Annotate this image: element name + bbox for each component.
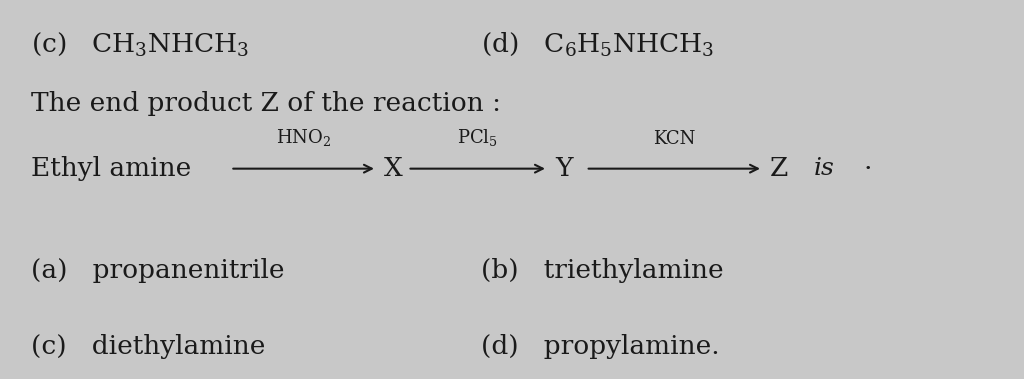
Text: Y: Y xyxy=(555,156,572,181)
Text: (a)   propanenitrile: (a) propanenitrile xyxy=(31,258,285,283)
Text: The end product Z of the reaction :: The end product Z of the reaction : xyxy=(31,91,501,116)
Text: X: X xyxy=(384,156,402,181)
Text: is: is xyxy=(814,157,835,180)
Text: (d)   $\mathregular{C_6H_5NHCH_3}$: (d) $\mathregular{C_6H_5NHCH_3}$ xyxy=(481,30,715,58)
Text: (d)   propylamine.: (d) propylamine. xyxy=(481,334,720,359)
Text: (c)   $\mathregular{CH_3NHCH_3}$: (c) $\mathregular{CH_3NHCH_3}$ xyxy=(31,30,249,58)
Text: (b)   triethylamine: (b) triethylamine xyxy=(481,258,724,283)
Text: Z: Z xyxy=(770,156,788,181)
Text: $\mathregular{HNO_2}$: $\mathregular{HNO_2}$ xyxy=(276,127,331,148)
Text: ·: · xyxy=(863,156,871,181)
Text: (c)   diethylamine: (c) diethylamine xyxy=(31,334,265,359)
Text: $\mathregular{PCl_5}$: $\mathregular{PCl_5}$ xyxy=(458,127,498,148)
Text: KCN: KCN xyxy=(653,130,695,148)
Text: Ethyl amine: Ethyl amine xyxy=(31,156,190,181)
